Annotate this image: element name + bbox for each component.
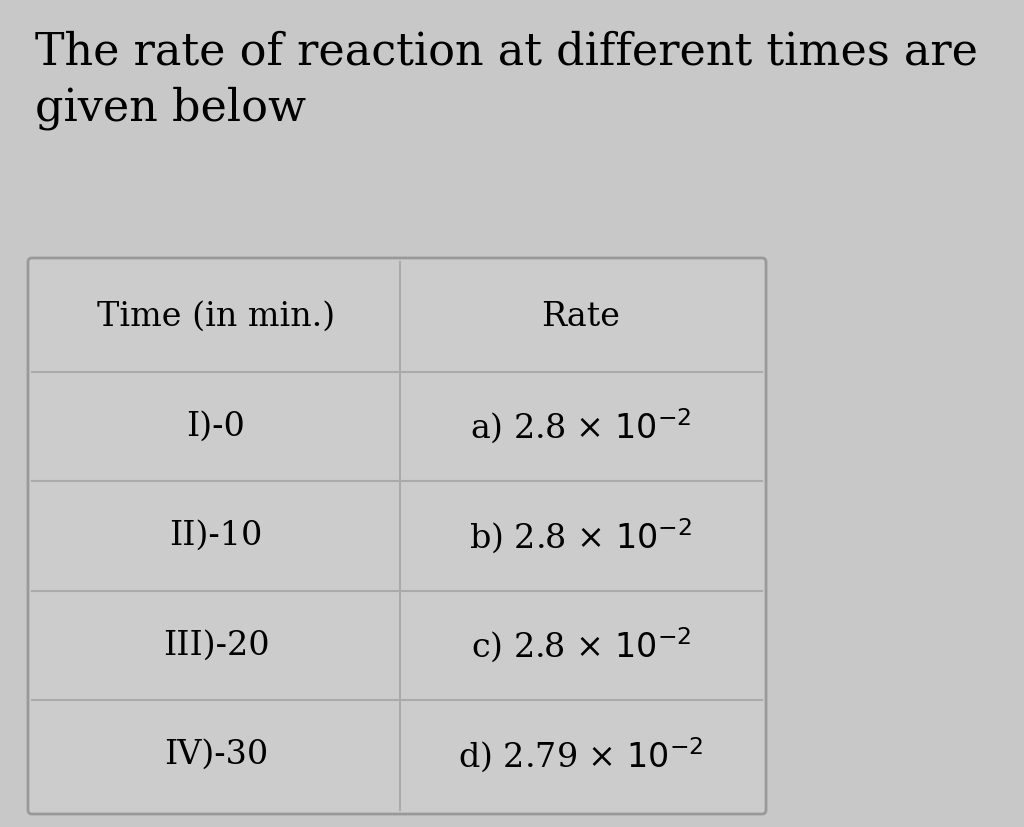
Text: I)-0: I)-0 xyxy=(186,410,246,442)
Text: III)-20: III)-20 xyxy=(163,629,269,662)
Text: IV)-30: IV)-30 xyxy=(164,739,268,772)
FancyBboxPatch shape xyxy=(28,258,766,814)
Text: The rate of reaction at different times are: The rate of reaction at different times … xyxy=(35,30,978,73)
Text: c) 2.8 × $10^{-2}$: c) 2.8 × $10^{-2}$ xyxy=(471,626,691,665)
Text: given below: given below xyxy=(35,86,306,130)
Text: d) 2.79 × $10^{-2}$: d) 2.79 × $10^{-2}$ xyxy=(459,735,703,775)
Text: Time (in min.): Time (in min.) xyxy=(97,301,335,332)
Text: II)-10: II)-10 xyxy=(169,520,263,552)
Text: Rate: Rate xyxy=(542,301,621,332)
Text: a) 2.8 × $10^{-2}$: a) 2.8 × $10^{-2}$ xyxy=(470,407,692,446)
Text: b) 2.8 × $10^{-2}$: b) 2.8 × $10^{-2}$ xyxy=(469,516,692,556)
